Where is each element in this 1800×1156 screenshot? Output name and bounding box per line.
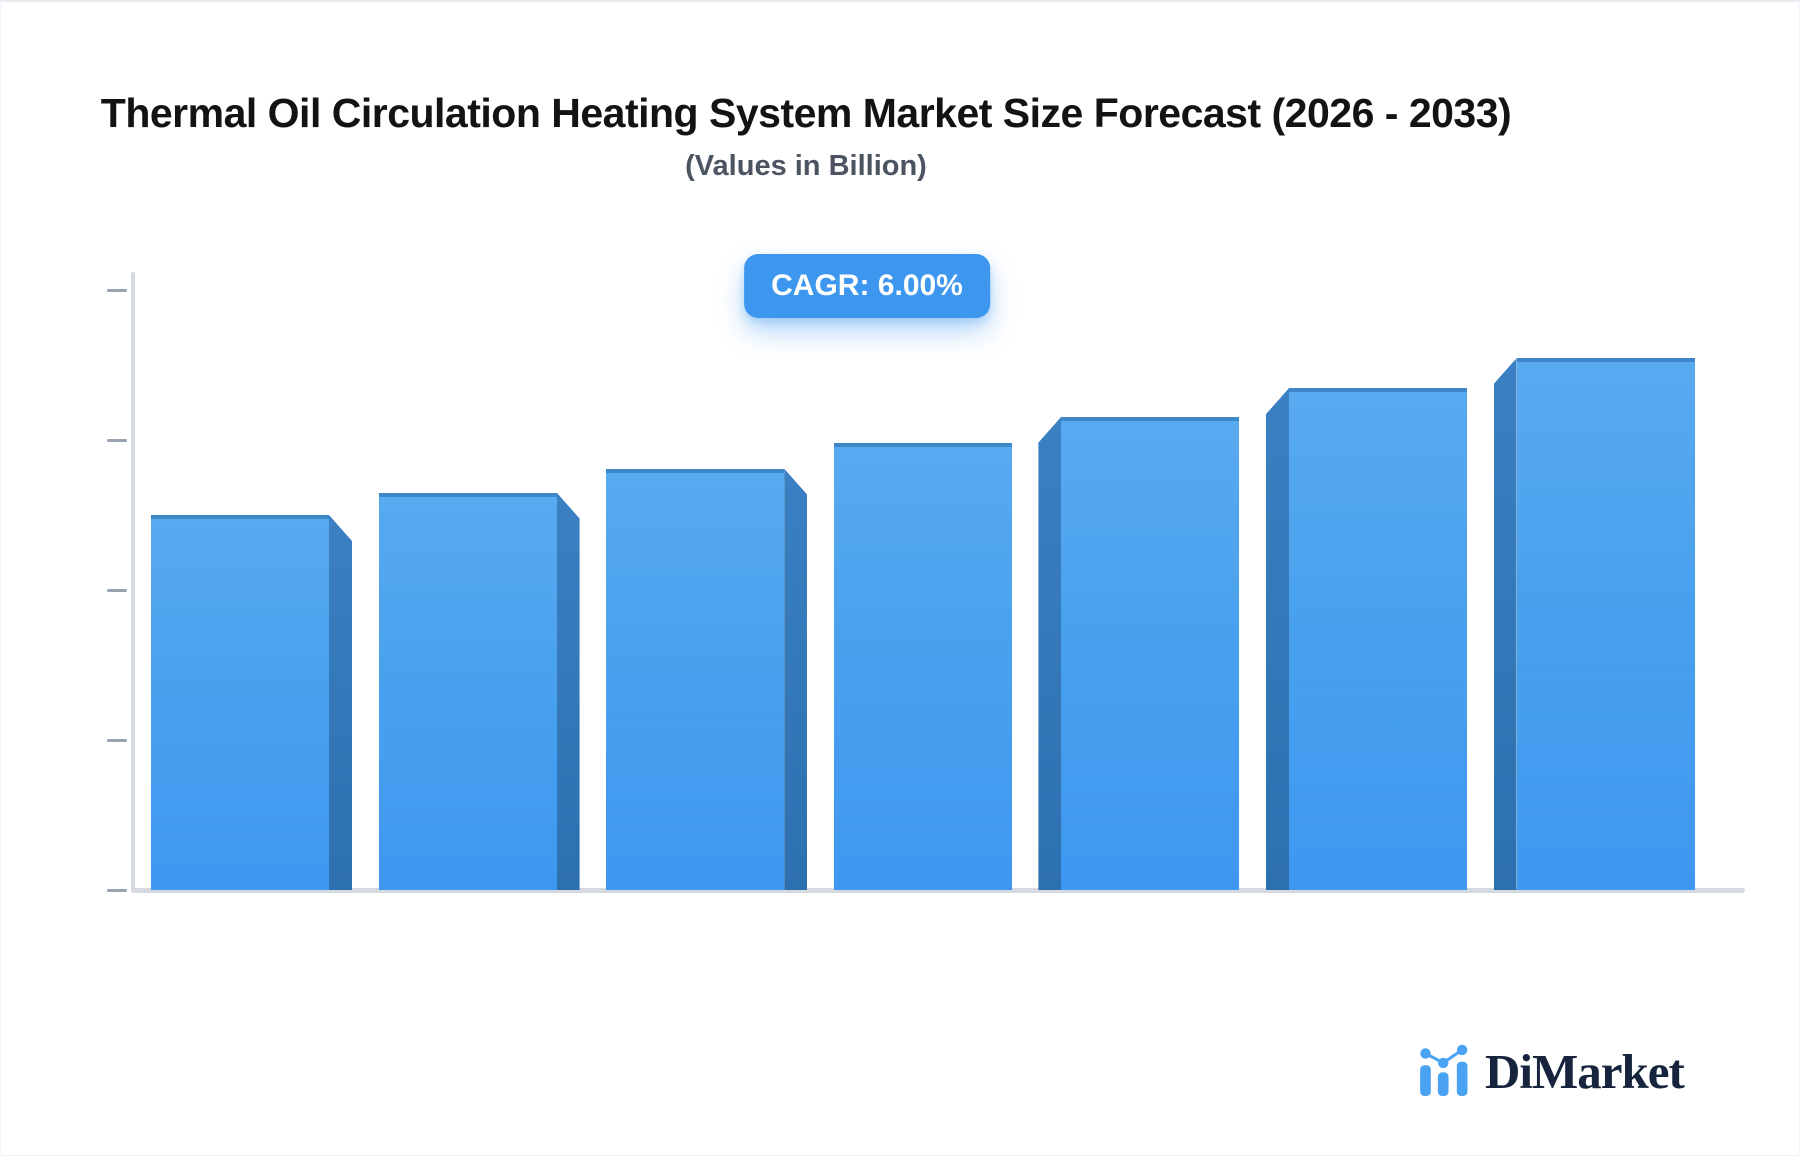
bar-2025[interactable] <box>151 515 329 890</box>
x-axis-line <box>131 888 1745 893</box>
brand-logo: DiMarket <box>1419 1044 1685 1099</box>
logo-bar-chart-icon <box>1419 1044 1471 1096</box>
bar-2031[interactable] <box>1516 358 1695 890</box>
bar-2029[interactable] <box>1061 416 1240 890</box>
y-tick-dash <box>107 439 127 442</box>
cagr-badge: CAGR: 6.00% <box>744 254 990 318</box>
bar-3d-side <box>329 515 352 890</box>
chart-subtitle: (Values in Billion) <box>685 150 927 182</box>
y-tick-dash <box>107 889 127 892</box>
y-tick-dash <box>107 289 127 292</box>
bar-3d-side <box>1493 358 1517 890</box>
bar-2027[interactable] <box>606 468 785 890</box>
chart-title: Thermal Oil Circulation Heating System M… <box>100 90 1512 136</box>
logo-wordmark: DiMarket <box>1485 1044 1685 1099</box>
bar-3d-side <box>1266 388 1289 890</box>
bar-3d-side <box>1038 416 1062 890</box>
bar-3d-side <box>556 492 580 890</box>
bar-3d-side <box>784 468 808 890</box>
y-axis-line <box>131 272 135 890</box>
bar-2030[interactable] <box>1289 388 1467 890</box>
bar-2026[interactable] <box>378 492 557 890</box>
y-tick-dash <box>107 739 127 742</box>
bar-2028[interactable] <box>833 443 1012 890</box>
y-tick-dash <box>107 589 127 592</box>
